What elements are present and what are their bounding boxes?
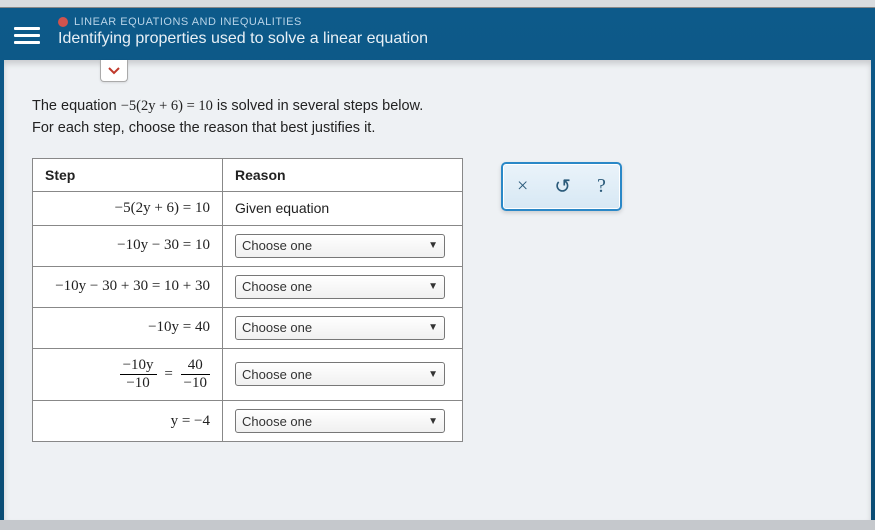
frac-num-left: −10y [120, 357, 157, 375]
chevron-down-icon: ▼ [428, 240, 438, 251]
breadcrumb: LINEAR EQUATIONS AND INEQUALITIES [58, 16, 428, 28]
instr-line1-post: is solved in several steps below. [213, 98, 423, 114]
frac-num-right: 40 [181, 357, 210, 375]
chevron-down-icon [108, 66, 120, 76]
step-4: −10y = 40 [33, 307, 223, 348]
menu-icon[interactable] [14, 23, 40, 45]
table-row: −5(2y + 6) = 10 Given equation [33, 191, 463, 225]
dropdown-label: Choose one [242, 367, 312, 382]
col-step-header: Step [33, 158, 223, 191]
browser-chrome-strip [0, 0, 875, 8]
reason-2-dropdown[interactable]: Choose one ▼ [235, 234, 445, 258]
step-3: −10y − 30 + 30 = 10 + 30 [33, 266, 223, 307]
breadcrumb-dot-icon [58, 17, 68, 27]
instr-equation: −5(2y + 6) = 10 [121, 98, 213, 114]
step-5: −10y −10 = 40 −10 [33, 348, 223, 401]
reason-5-dropdown[interactable]: Choose one ▼ [235, 362, 445, 386]
reason-1: Given equation [223, 191, 463, 225]
dropdown-label: Choose one [242, 414, 312, 429]
table-row: −10y − 30 + 30 = 10 + 30 Choose one ▼ [33, 266, 463, 307]
instr-line2: For each step, choose the reason that be… [32, 120, 375, 136]
step-1: −5(2y + 6) = 10 [33, 191, 223, 225]
dropdown-label: Choose one [242, 238, 312, 253]
dropdown-label: Choose one [242, 279, 312, 294]
clear-button[interactable]: × [517, 175, 528, 198]
table-row: y = −4 Choose one ▼ [33, 401, 463, 442]
instructions: The equation −5(2y + 6) = 10 is solved i… [32, 96, 843, 140]
reason-6-dropdown[interactable]: Choose one ▼ [235, 409, 445, 433]
steps-table: Step Reason −5(2y + 6) = 10 Given equati… [32, 158, 463, 443]
step-6: y = −4 [33, 401, 223, 442]
table-row: −10y −10 = 40 −10 Choose one ▼ [33, 348, 463, 401]
reason-3-dropdown[interactable]: Choose one ▼ [235, 275, 445, 299]
chevron-down-icon: ▼ [428, 416, 438, 427]
breadcrumb-label: LINEAR EQUATIONS AND INEQUALITIES [74, 16, 302, 28]
col-reason-header: Reason [223, 158, 463, 191]
dropdown-label: Choose one [242, 320, 312, 335]
toolbox: × ↺ ? [501, 162, 622, 211]
reset-button[interactable]: ↺ [554, 174, 571, 199]
expand-toggle[interactable] [100, 60, 128, 82]
content-panel: The equation −5(2y + 6) = 10 is solved i… [4, 60, 871, 520]
chevron-down-icon: ▼ [428, 322, 438, 333]
reason-4-dropdown[interactable]: Choose one ▼ [235, 316, 445, 340]
table-row: −10y − 30 = 10 Choose one ▼ [33, 225, 463, 266]
frac-den-left: −10 [120, 375, 157, 392]
table-row: −10y = 40 Choose one ▼ [33, 307, 463, 348]
app-frame: LINEAR EQUATIONS AND INEQUALITIES Identi… [0, 8, 875, 520]
frac-den-right: −10 [181, 375, 210, 392]
header-bar: LINEAR EQUATIONS AND INEQUALITIES Identi… [0, 8, 875, 60]
step-2: −10y − 30 = 10 [33, 225, 223, 266]
chevron-down-icon: ▼ [428, 369, 438, 380]
page-title: Identifying properties used to solve a l… [58, 30, 428, 48]
instr-line1-pre: The equation [32, 98, 121, 114]
chevron-down-icon: ▼ [428, 281, 438, 292]
help-button[interactable]: ? [597, 175, 606, 198]
